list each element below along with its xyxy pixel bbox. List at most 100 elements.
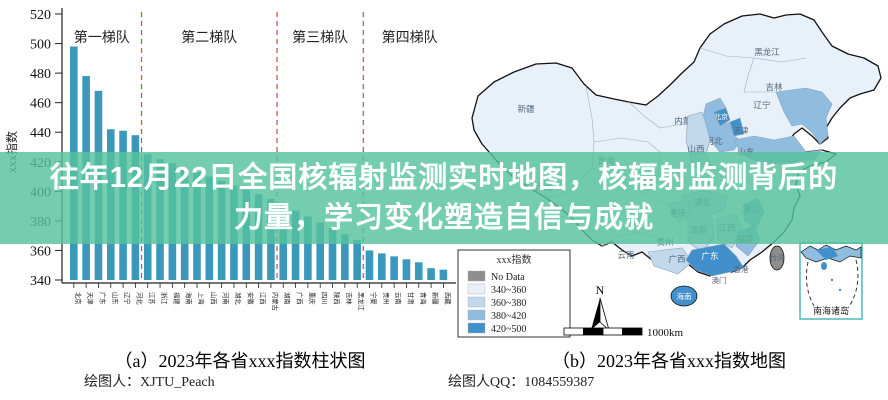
legend-swatch (467, 270, 486, 282)
x-tick-label: 浙江 (160, 292, 169, 305)
province-海南 (670, 285, 698, 307)
province-label-吉林: 吉林 (765, 82, 783, 92)
x-tick-label: 福建 (172, 292, 181, 305)
title-banner: 往年12月22日全国核辐射监测实时地图，核辐射监测背后的 力量，学习变化塑造自信… (0, 152, 888, 244)
legend-swatch (467, 322, 486, 334)
inset-region (816, 247, 838, 260)
banner-line-1: 往年12月22日全国核辐射监测实时地图，核辐射监测背后的 (49, 162, 839, 194)
north-arrow-right (599, 297, 610, 332)
bar (328, 228, 337, 280)
province-广西 (647, 247, 693, 275)
x-tick-label: 广东 (98, 292, 107, 305)
province-label-黑龙江: 黑龙江 (754, 47, 780, 57)
inset-label: 南海诸岛 (813, 305, 849, 316)
bar-chart-caption: （a）2023年各省xxx指数柱状图 (114, 351, 366, 371)
province-label-新疆: 新疆 (517, 104, 535, 114)
tier-label: 第四梯队 (382, 29, 438, 46)
province-label-香港: 香港 (734, 264, 749, 274)
province-辽宁 (775, 87, 833, 145)
x-tick-label: 内蒙古 (271, 292, 280, 311)
legend-label: 420~500 (491, 324, 526, 335)
legend-swatch (467, 283, 486, 295)
banner-line-2: 力量，学习变化塑造自信与成就 (233, 202, 654, 234)
province-label-内蒙古: 内蒙古 (674, 116, 700, 126)
x-tick-label: 江苏 (148, 292, 157, 305)
province-label-海南: 海南 (677, 291, 692, 301)
map-author: 绘图人QQ：1084559387 (448, 375, 595, 390)
x-tick-label: 河南 (222, 292, 231, 305)
x-tick-label: 贵州 (382, 292, 391, 305)
province-border (743, 57, 776, 93)
y-tick-label: 340 (30, 274, 51, 289)
x-tick-label: 甘肃 (406, 292, 415, 305)
bar (378, 253, 386, 280)
inset-dash-right (847, 259, 859, 309)
inset-dash-left (805, 261, 815, 307)
x-tick-label: 四川 (320, 292, 328, 305)
y-tick-label: 440 (30, 126, 51, 141)
inset-island (821, 262, 827, 270)
scalebar-segment (622, 327, 643, 336)
legend-label: No Data (491, 272, 525, 283)
province-label-河北: 河北 (705, 136, 723, 146)
y-tick-label: 520 (30, 8, 51, 23)
bar (316, 222, 324, 280)
legend-swatch (467, 296, 486, 308)
bar (304, 216, 312, 280)
x-tick-label: 宁夏 (369, 292, 378, 305)
province-台湾 (769, 245, 785, 271)
bar (365, 250, 374, 280)
x-tick-label: 黑龙江 (357, 292, 366, 312)
x-tick-label: 山西 (209, 292, 218, 305)
x-tick-label: 青海 (419, 292, 428, 305)
x-tick-label: 山东 (111, 292, 120, 305)
map-caption: （b）2023年各省xxx指数地图 (552, 351, 786, 371)
legend-label: 340~360 (491, 285, 526, 296)
tier-label: 第三梯队 (292, 29, 348, 46)
x-tick-label: 上海 (197, 292, 206, 305)
x-tick-label: 北京 (74, 292, 83, 305)
province-label-天津: 天津 (734, 126, 749, 135)
bar (427, 268, 435, 280)
x-tick-label: 重庆 (308, 292, 317, 305)
x-tick-label: 天津 (86, 292, 94, 305)
province-label-云南: 云南 (617, 250, 634, 260)
province-border (628, 101, 689, 129)
x-tick-label: 河北 (135, 292, 143, 305)
bar-chart-author: 绘图人：XJTU_Peach (84, 375, 215, 390)
x-tick-label: 海南 (185, 292, 194, 305)
scalebar-segment (602, 327, 623, 336)
x-tick-label: 湖南 (283, 292, 292, 305)
inset-dot (830, 278, 834, 282)
bar (341, 234, 349, 280)
legend-label: 380~420 (491, 311, 526, 322)
x-tick-label: 新疆 (431, 292, 440, 305)
y-tick-label: 500 (30, 38, 51, 53)
scalebar-segment (563, 327, 584, 336)
bar (439, 269, 448, 280)
bar (353, 240, 361, 280)
province-label-澳门: 澳门 (712, 275, 727, 285)
y-tick-label: 480 (30, 67, 51, 82)
legend-title: xxx指数 (497, 253, 532, 266)
scalebar-label: 1000km (647, 327, 684, 339)
bar (414, 262, 423, 280)
y-tick-label: 360 (30, 244, 51, 259)
province-label-广西: 广西 (668, 254, 685, 264)
province-label-辽宁: 辽宁 (753, 100, 770, 110)
province-label-台湾: 台湾 (770, 252, 785, 262)
scalebar-segment (583, 327, 604, 336)
province-广东 (685, 243, 745, 277)
legend-swatch (467, 309, 486, 321)
x-tick-label: 江西 (259, 292, 267, 305)
north-arrow-left (591, 298, 600, 330)
legend-label: 360~380 (491, 298, 526, 309)
y-tick-label: 460 (30, 97, 51, 112)
x-tick-label: 云南 (394, 292, 403, 305)
province-label-广东: 广东 (701, 251, 718, 261)
x-tick-label: 安徽 (246, 292, 255, 305)
x-tick-label: 辽宁 (123, 292, 132, 305)
bar (390, 256, 398, 280)
province-label-山西: 山西 (687, 144, 704, 154)
